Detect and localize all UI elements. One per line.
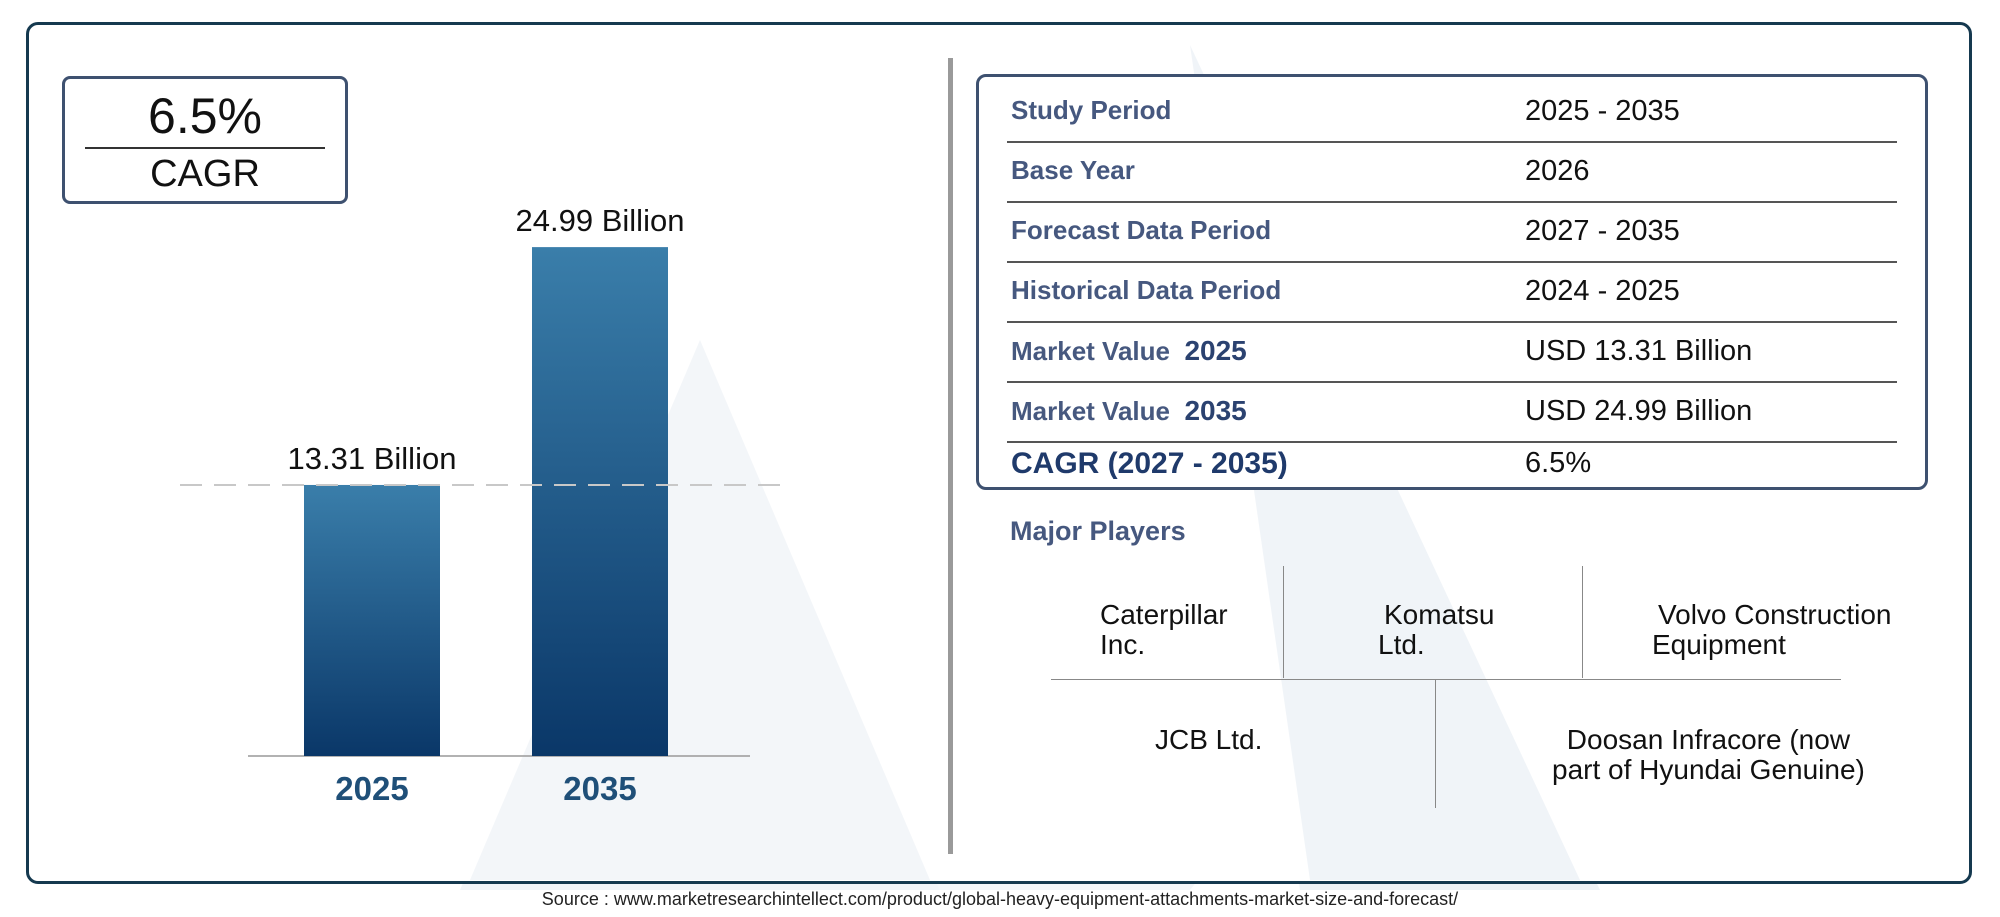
category-label-2035: 2035	[563, 770, 636, 807]
row-label: CAGR (2027 - 2035)	[1011, 447, 1288, 480]
table-row: Study Period 2025 - 2035	[1007, 83, 1897, 143]
row-value: 2026	[1525, 155, 1590, 187]
cagr-value: 6.5%	[148, 88, 262, 144]
row-year: 2035	[1184, 395, 1247, 426]
major-players-title: Major Players	[1010, 516, 1186, 546]
table-row: Historical Data Period 2024 - 2025	[1007, 263, 1897, 323]
bar-2025	[304, 484, 440, 756]
cagr-box: 6.5% CAGR	[62, 76, 348, 204]
row-label: Base Year	[1011, 155, 1135, 185]
row-value: 6.5%	[1525, 447, 1592, 479]
table-row: Base Year 2026	[1007, 143, 1897, 203]
cagr-label: CAGR	[150, 153, 260, 195]
players-divider	[1435, 680, 1436, 808]
cagr-divider	[85, 147, 325, 149]
table-row: Market Value 2035 USD 24.99 Billion	[1007, 383, 1897, 443]
player-caterpillar: Caterpillar Inc.	[1100, 599, 1228, 660]
player-komatsu: Komatsu Ltd.	[1378, 599, 1495, 660]
players-divider	[1582, 566, 1583, 678]
market-value-bar-chart: 13.31 Billion 2025 24.99 Billion 2035	[180, 203, 790, 807]
player-doosan: Doosan Infracore (now part of Hyundai Gen…	[1552, 724, 1865, 785]
row-value: 2027 - 2035	[1525, 215, 1680, 247]
row-label: Market Value 2035	[1011, 395, 1247, 426]
row-label: Market Value 2025	[1011, 335, 1247, 366]
table-row: Forecast Data Period 2027 - 2035	[1007, 203, 1897, 263]
data-label-2025: 13.31 Billion	[288, 441, 457, 476]
row-year: 2025	[1184, 335, 1247, 366]
players-divider	[1051, 679, 1841, 680]
row-label: Historical Data Period	[1011, 275, 1282, 305]
category-label-2025: 2025	[335, 770, 408, 807]
row-value: 2024 - 2025	[1525, 275, 1680, 307]
data-label-2035: 24.99 Billion	[516, 203, 685, 238]
bar-2035	[532, 247, 668, 756]
table-row: Market Value 2025 USD 13.31 Billion	[1007, 323, 1897, 383]
row-label: Forecast Data Period	[1011, 215, 1272, 245]
players-divider	[1283, 566, 1284, 678]
row-value: USD 24.99 Billion	[1525, 395, 1753, 427]
source-citation: Source : www.marketresearchintellect.com…	[541, 889, 1459, 909]
player-jcb: JCB Ltd.	[1155, 724, 1263, 755]
row-label: Study Period	[1011, 95, 1172, 125]
row-value: USD 13.31 Billion	[1525, 335, 1753, 367]
row-value: 2025 - 2035	[1525, 95, 1680, 127]
table-row: CAGR (2027 - 2035) 6.5%	[1007, 435, 1897, 493]
player-volvo: Volvo Construction Equipment	[1652, 599, 1892, 660]
panel-divider	[948, 58, 953, 854]
study-details-table: Study Period 2025 - 2035 Base Year 2026 …	[976, 74, 1928, 490]
